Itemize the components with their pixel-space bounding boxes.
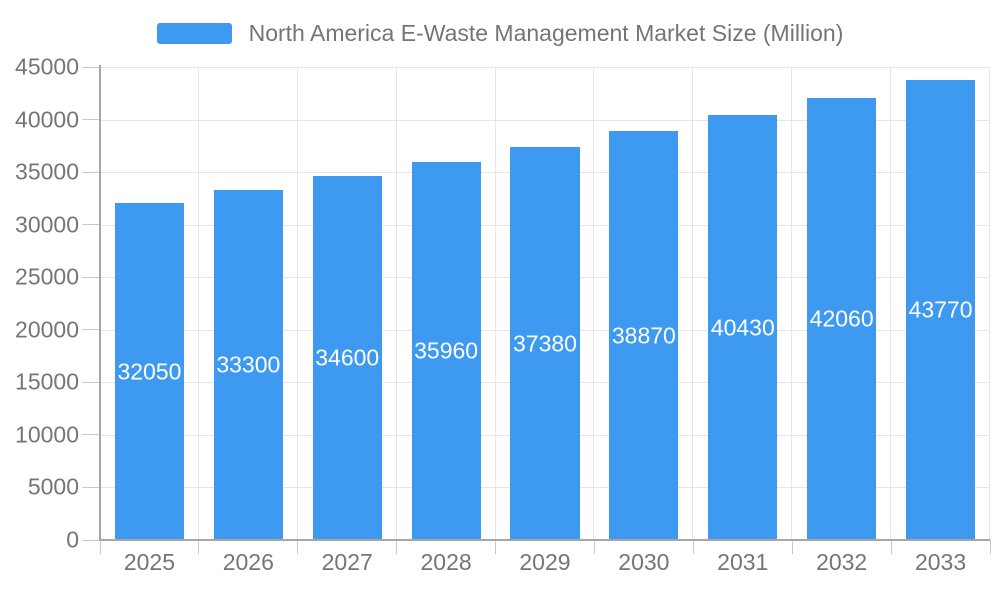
bar-2025[interactable]: 32050 — [114, 203, 185, 540]
h-gridline — [100, 119, 990, 121]
x-axis-tick — [989, 540, 991, 554]
y-axis-tick — [82, 329, 100, 331]
legend-label: North America E-Waste Management Market … — [248, 20, 844, 46]
v-gridline — [593, 67, 595, 540]
y-axis-tick-label: 35000 — [15, 158, 79, 185]
bar-value-label: 37380 — [513, 330, 577, 357]
y-axis-tick — [82, 224, 100, 226]
bar-value-label: 38870 — [611, 322, 676, 349]
y-axis-tick-label: 15000 — [15, 368, 79, 395]
bar-value-label: 33300 — [216, 351, 281, 378]
bar-value-label: 42060 — [809, 305, 874, 332]
bar-2027[interactable]: 34600 — [312, 176, 382, 540]
x-axis-tick — [791, 540, 793, 554]
y-axis-tick-label: 10000 — [15, 421, 79, 448]
v-gridline — [791, 67, 793, 540]
bar-value-label: 34600 — [315, 344, 380, 371]
x-axis-tick — [396, 540, 398, 554]
bar-value-label: 40430 — [710, 314, 775, 341]
y-axis-tick-label: 25000 — [15, 263, 79, 290]
y-axis-tick-label: 0 — [66, 526, 79, 553]
bar-2030[interactable]: 38870 — [609, 131, 679, 540]
y-axis-tick — [82, 171, 100, 173]
plot-area: 0 5000 10000 15000 20000 25000 30000 35000 40000… — [15, 54, 991, 575]
x-axis-tick — [692, 540, 694, 554]
bar-2026[interactable]: 33300 — [213, 189, 283, 540]
x-axis-line — [99, 539, 990, 541]
y-axis-tick-label: 45000 — [15, 53, 79, 80]
y-axis-tick — [82, 539, 100, 541]
bar-2031[interactable]: 40430 — [708, 115, 778, 540]
y-axis-tick-label: 20000 — [15, 316, 79, 343]
bar-2028[interactable]: 35960 — [411, 162, 481, 540]
bar-2029[interactable]: 37380 — [510, 147, 580, 540]
y-axis-tick — [82, 276, 100, 278]
x-axis-tick — [890, 540, 892, 554]
x-axis-tick-label: 2028 — [420, 549, 472, 575]
bar-value-label: 32050 — [117, 358, 182, 385]
x-axis-tick-label: 2033 — [914, 549, 967, 575]
y-axis-tick — [82, 381, 100, 383]
x-axis-tick — [593, 540, 595, 554]
v-gridline — [197, 67, 199, 540]
y-axis-tick — [82, 119, 100, 121]
y-axis-tick-label: 5000 — [27, 473, 79, 500]
bar-2033[interactable]: 43770 — [905, 79, 976, 540]
v-gridline — [692, 67, 694, 540]
v-gridline — [989, 67, 990, 540]
legend-item[interactable]: North America E-Waste Management Market … — [156, 20, 844, 47]
x-axis-tick-label: 2027 — [321, 549, 373, 575]
bar-2032[interactable]: 42060 — [807, 97, 877, 540]
y-axis-tick — [82, 434, 100, 436]
v-gridline — [296, 67, 298, 540]
y-axis-tick-label: 30000 — [15, 211, 79, 238]
v-gridline — [890, 67, 892, 540]
y-axis-tick-label: 40000 — [15, 106, 79, 133]
v-gridline — [395, 67, 397, 540]
bar-value-label: 35960 — [414, 337, 479, 364]
legend-swatch-icon — [156, 23, 232, 44]
y-axis-tick — [82, 486, 100, 488]
x-axis-tick-label: 2031 — [717, 549, 769, 575]
x-axis-tick-label: 2032 — [816, 549, 868, 575]
x-axis-tick-label: 2025 — [123, 549, 176, 575]
x-axis-tick — [297, 540, 299, 554]
bar-value-label: 43770 — [908, 296, 973, 323]
x-axis-tick — [198, 540, 200, 554]
legend: North America E-Waste Management Market … — [0, 20, 1000, 47]
y-axis-line — [99, 65, 101, 540]
x-axis-tick-label: 2029 — [519, 549, 571, 575]
y-axis-tick — [82, 66, 100, 68]
v-gridline — [494, 67, 496, 540]
x-axis-tick — [495, 540, 497, 554]
x-axis-tick-label: 2026 — [222, 549, 274, 575]
x-axis-tick-label: 2030 — [618, 549, 670, 575]
h-gridline — [100, 67, 990, 68]
x-axis-tick — [99, 540, 101, 554]
